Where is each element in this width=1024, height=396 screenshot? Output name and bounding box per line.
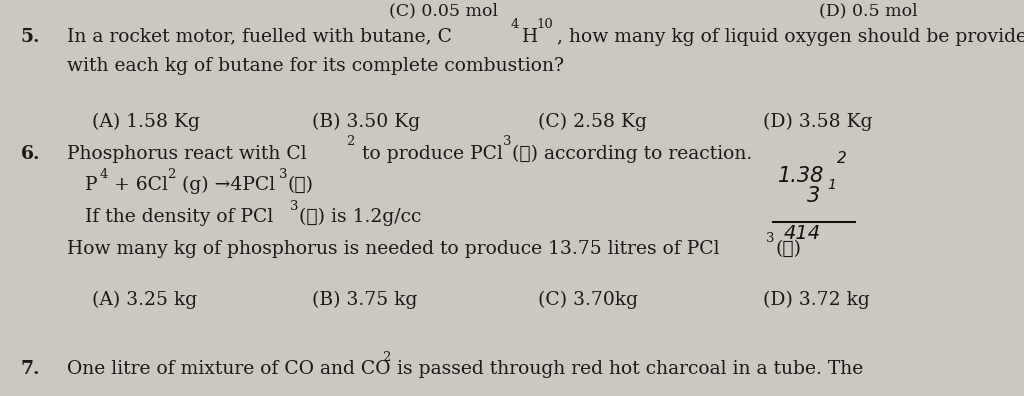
Text: (ℓ): (ℓ) xyxy=(288,176,313,194)
Text: (ℓ) is 1.2g/cc: (ℓ) is 1.2g/cc xyxy=(299,208,422,226)
Text: 2: 2 xyxy=(346,135,355,148)
Text: 3: 3 xyxy=(807,186,820,206)
Text: 4: 4 xyxy=(510,18,519,31)
Text: (A) 1.58 Kg: (A) 1.58 Kg xyxy=(92,113,200,131)
Text: Phosphorus react with Cl: Phosphorus react with Cl xyxy=(67,145,306,162)
Text: (D) 3.72 kg: (D) 3.72 kg xyxy=(763,291,869,309)
Text: + 6Cl: + 6Cl xyxy=(108,176,167,194)
Text: , how many kg of liquid oxygen should be provided: , how many kg of liquid oxygen should be… xyxy=(557,28,1024,46)
Text: P: P xyxy=(85,176,97,194)
Text: (D) 0.5 mol: (D) 0.5 mol xyxy=(819,2,918,19)
Text: 1: 1 xyxy=(827,178,837,192)
Text: (A) 3.25 kg: (A) 3.25 kg xyxy=(92,291,198,309)
Text: 2: 2 xyxy=(383,351,391,364)
Text: 6.: 6. xyxy=(20,145,40,162)
Text: 3: 3 xyxy=(279,168,287,181)
Text: One litre of mixture of CO and CO: One litre of mixture of CO and CO xyxy=(67,360,390,378)
Text: (ℓ): (ℓ) xyxy=(775,240,801,257)
Text: 2: 2 xyxy=(167,168,175,181)
Text: (ℓ) according to reaction.: (ℓ) according to reaction. xyxy=(512,145,753,163)
Text: 414: 414 xyxy=(783,224,820,243)
Text: How many kg of phosphorus is needed to produce 13.75 litres of PCl: How many kg of phosphorus is needed to p… xyxy=(67,240,719,257)
Text: 3: 3 xyxy=(766,232,774,245)
Text: 2: 2 xyxy=(837,151,847,166)
Text: 3: 3 xyxy=(504,135,512,148)
Text: If the density of PCl: If the density of PCl xyxy=(85,208,273,226)
Text: (g) →4PCl: (g) →4PCl xyxy=(176,176,275,194)
Text: (B) 3.50 Kg: (B) 3.50 Kg xyxy=(312,113,421,131)
Text: 1.38: 1.38 xyxy=(778,166,824,186)
Text: (C) 0.05 mol: (C) 0.05 mol xyxy=(389,2,498,19)
Text: is passed through red hot charcoal in a tube. The: is passed through red hot charcoal in a … xyxy=(391,360,863,378)
Text: (C) 3.70kg: (C) 3.70kg xyxy=(538,291,638,309)
Text: 7.: 7. xyxy=(20,360,40,378)
Text: 5.: 5. xyxy=(20,28,40,46)
Text: 3: 3 xyxy=(290,200,298,213)
Text: In a rocket motor, fuelled with butane, C: In a rocket motor, fuelled with butane, … xyxy=(67,28,452,46)
Text: 10: 10 xyxy=(537,18,553,31)
Text: H: H xyxy=(522,28,539,46)
Text: with each kg of butane for its complete combustion?: with each kg of butane for its complete … xyxy=(67,57,563,75)
Text: (C) 2.58 Kg: (C) 2.58 Kg xyxy=(538,113,646,131)
Text: (B) 3.75 kg: (B) 3.75 kg xyxy=(312,291,418,309)
Text: 4: 4 xyxy=(99,168,108,181)
Text: (D) 3.58 Kg: (D) 3.58 Kg xyxy=(763,113,872,131)
Text: to produce PCl: to produce PCl xyxy=(356,145,503,162)
